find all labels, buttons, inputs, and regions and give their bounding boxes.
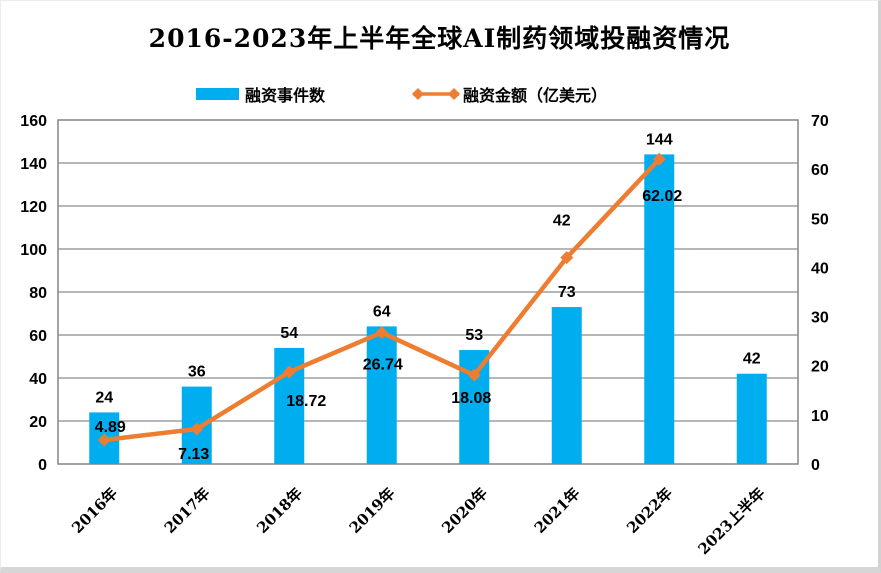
legend-item-bar-series: 融资事件数 — [196, 83, 325, 105]
left-axis-tick-label: 120 — [20, 199, 47, 216]
x-axis-category-label: 2021年 — [531, 484, 584, 537]
bar-value-label: 144 — [646, 131, 673, 148]
line-series-swatch-icon — [411, 86, 461, 102]
bar-value-label: 36 — [188, 364, 206, 381]
right-axis-tick-label: 50 — [811, 211, 829, 228]
line-marker-diamond — [282, 365, 296, 379]
right-axis-tick-label: 60 — [811, 162, 829, 179]
left-axis-tick-label: 0 — [38, 457, 47, 474]
left-axis-tick-label: 20 — [29, 414, 47, 431]
bar-value-label: 73 — [558, 284, 576, 301]
bar-2023上半年 — [736, 373, 767, 464]
bar-value-label: 42 — [743, 351, 761, 368]
bar-series-swatch-icon — [196, 88, 239, 100]
bar-2021年 — [551, 307, 582, 464]
bar-value-label: 53 — [465, 327, 483, 344]
line-value-label: 4.89 — [95, 419, 126, 436]
line-value-label: 26.74 — [363, 357, 403, 374]
right-axis-tick-label: 20 — [811, 359, 829, 376]
legend-item-line-series: 融资金额（亿美元） — [411, 83, 607, 105]
x-axis-category-label: 2020年 — [438, 484, 491, 537]
legend-label-bar-series: 融资事件数 — [245, 86, 326, 105]
x-axis-category-label: 2017年 — [161, 484, 214, 537]
left-axis-tick-label: 160 — [20, 113, 47, 130]
bar-2019年 — [366, 326, 397, 464]
x-axis-category-label: 2016年 — [68, 484, 121, 537]
line-value-label: 42 — [553, 213, 571, 230]
x-axis-category-label: 2018年 — [253, 484, 306, 537]
line-marker-diamond — [467, 368, 481, 382]
right-axis-tick-label: 10 — [811, 408, 829, 425]
right-axis-tick-label: 40 — [811, 260, 829, 277]
x-axis-category-label: 2019年 — [346, 484, 399, 537]
bar-value-label: 54 — [280, 325, 298, 342]
left-axis-tick-label: 80 — [29, 285, 47, 302]
line-value-label: 7.13 — [178, 446, 209, 463]
bar-2022年 — [644, 154, 675, 464]
plot-frame — [57, 119, 799, 465]
line-marker-diamond — [375, 326, 389, 340]
left-axis-tick-label: 60 — [29, 328, 47, 345]
chart-title: 2016-2023年上半年全球AI制药领域投融资情况 — [148, 24, 731, 53]
bar-value-label: 24 — [95, 389, 113, 406]
right-axis-tick-label: 30 — [811, 310, 829, 327]
left-axis-tick-label: 40 — [29, 371, 47, 388]
bar-value-label: 64 — [373, 303, 391, 320]
line-value-label: 18.72 — [286, 393, 326, 410]
line-marker-diamond — [652, 152, 666, 166]
line-marker-diamond — [97, 433, 111, 447]
legend-label-line-series: 融资金额（亿美元） — [463, 86, 608, 105]
line-marker-glyph — [412, 88, 460, 100]
line-marker-diamond — [560, 251, 574, 265]
x-axis-category-label: 2022年 — [623, 484, 676, 537]
right-axis-tick-label: 0 — [811, 457, 820, 474]
left-axis-tick-label: 140 — [20, 156, 47, 173]
line-marker-diamond — [190, 422, 204, 436]
line-value-label: 18.08 — [451, 390, 491, 407]
left-axis-tick-label: 100 — [20, 242, 47, 259]
x-axis-category-label: 2023上半年 — [695, 484, 769, 558]
line-value-label: 62.02 — [642, 188, 682, 205]
right-axis-tick-label: 70 — [811, 113, 829, 130]
